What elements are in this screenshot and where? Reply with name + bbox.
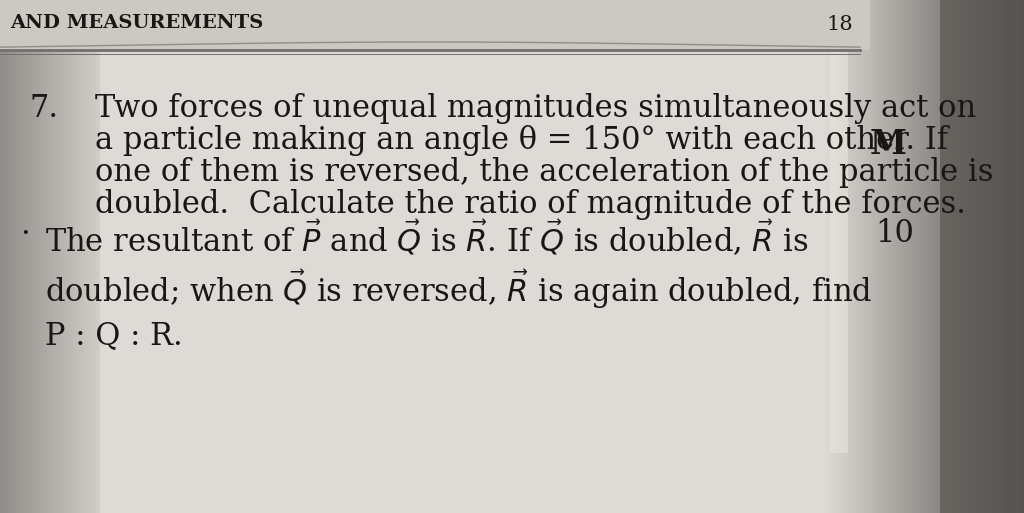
Text: .: . [20,210,30,241]
Text: a particle making an angle θ = 150° with each other. If: a particle making an angle θ = 150° with… [95,125,948,156]
FancyBboxPatch shape [940,0,1024,513]
Text: doubled; when $\vec{Q}$ is reversed, $\vec{R}$ is again doubled, find: doubled; when $\vec{Q}$ is reversed, $\v… [45,268,872,311]
Text: Two forces of unequal magnitudes simultaneously act on: Two forces of unequal magnitudes simulta… [95,93,976,124]
Text: AND MEASUREMENTS: AND MEASUREMENTS [10,14,263,32]
Text: P : Q : R.: P : Q : R. [45,320,182,351]
FancyBboxPatch shape [830,23,848,453]
Text: doubled.  Calculate the ratio of magnitude of the forces.: doubled. Calculate the ratio of magnitud… [95,189,966,220]
Text: 7.: 7. [30,93,59,124]
FancyBboxPatch shape [0,0,870,50]
Text: M: M [870,128,907,161]
FancyBboxPatch shape [100,0,860,513]
Text: one of them is reversed, the acceleration of the particle is: one of them is reversed, the acceleratio… [95,157,993,188]
Text: The resultant of $\vec{P}$ and $\vec{Q}$ is $\vec{R}$. If $\vec{Q}$ is doubled, : The resultant of $\vec{P}$ and $\vec{Q}$… [45,218,809,258]
Text: 10: 10 [874,218,913,249]
Text: 18: 18 [826,15,853,34]
